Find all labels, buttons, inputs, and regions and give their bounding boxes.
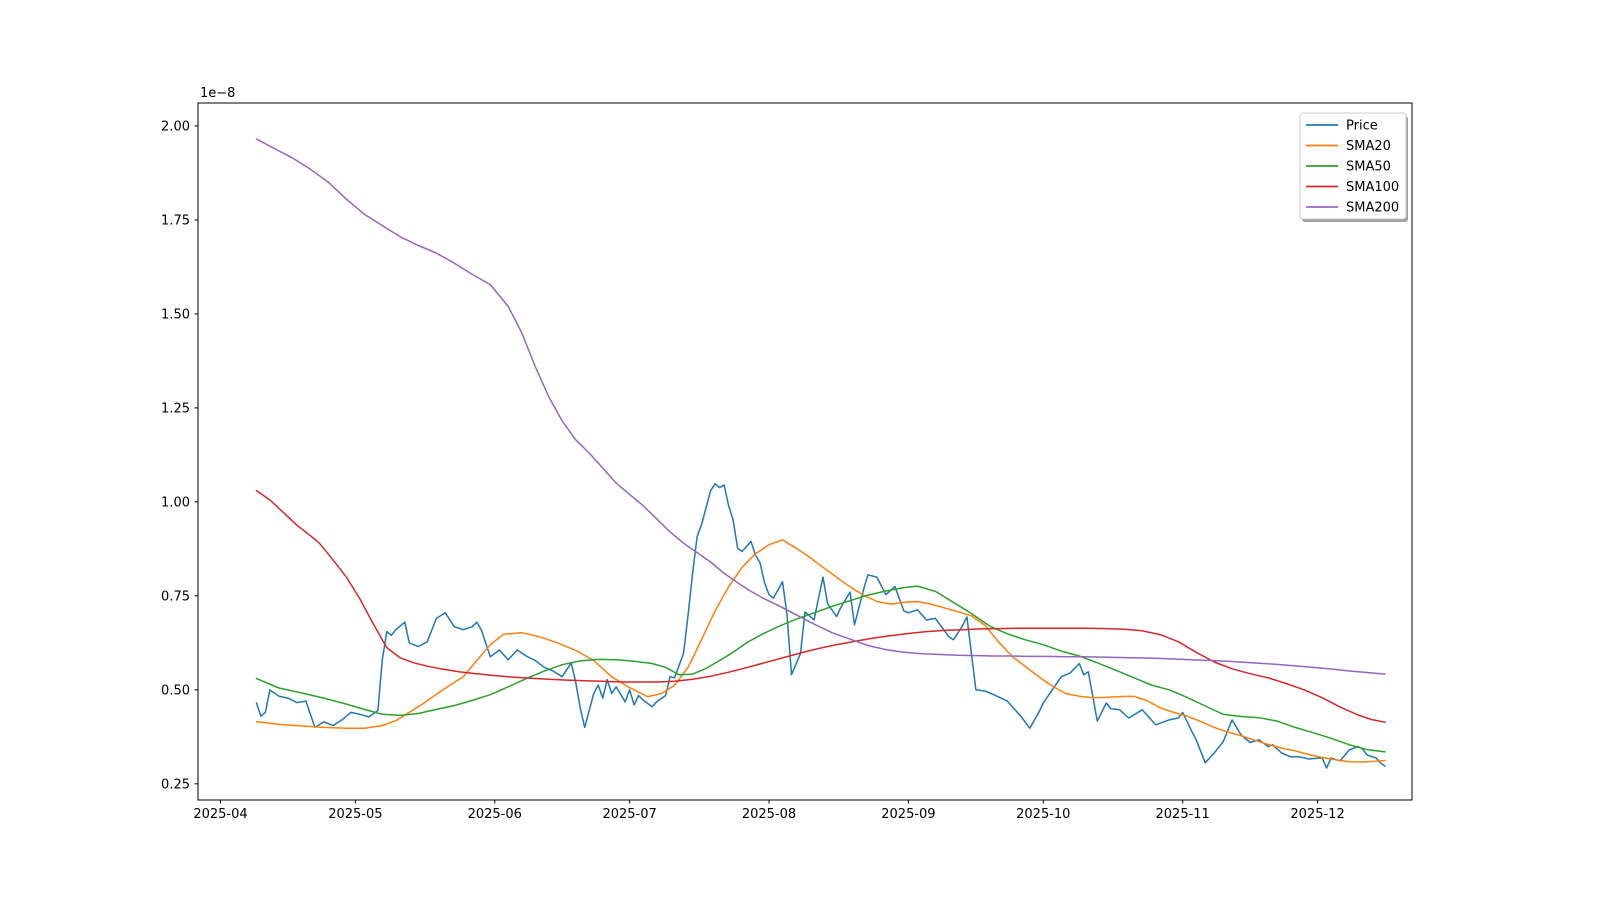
legend-label: SMA50 <box>1346 160 1391 175</box>
x-tick-label: 2025-06 <box>468 807 522 822</box>
legend-entry-sma20: SMA20 <box>1306 139 1391 154</box>
legend-label: Price <box>1346 119 1378 134</box>
legend-label: SMA20 <box>1346 139 1391 154</box>
y-tick-label: 1.50 <box>161 307 190 322</box>
legend-box <box>1299 112 1407 220</box>
y-axis-offset-label: 1e−8 <box>200 86 235 101</box>
y-axis: 0.25 0.50 0.75 1.00 1.25 1.50 1.75 2.00 <box>161 119 198 792</box>
legend-entry-sma100: SMA100 <box>1306 180 1399 195</box>
x-tick-label: 2025-07 <box>602 807 656 822</box>
series-lines <box>255 138 1386 769</box>
legend-label: SMA100 <box>1346 180 1399 195</box>
legend-label: SMA200 <box>1346 201 1399 216</box>
y-tick-label: 0.75 <box>161 589 190 604</box>
legend: Price SMA20 SMA50 SMA100 SMA200 <box>1299 112 1408 222</box>
x-tick-label: 2025-08 <box>742 807 796 822</box>
series-line-sma200 <box>255 138 1386 675</box>
y-tick-label: 1.25 <box>161 401 190 416</box>
series-line-sma100 <box>255 489 1386 723</box>
x-axis: 2025-04 2025-05 2025-06 2025-07 2025-08 2025-… <box>193 800 1345 822</box>
legend-entry-sma50: SMA50 <box>1306 160 1391 175</box>
legend-entry-price: Price <box>1306 119 1378 134</box>
x-tick-label: 2025-12 <box>1290 807 1344 822</box>
x-tick-label: 2025-10 <box>1016 807 1070 822</box>
x-tick-label: 2025-11 <box>1156 807 1210 822</box>
x-tick-label: 2025-09 <box>881 807 935 822</box>
legend-entry-sma200: SMA200 <box>1306 201 1399 216</box>
y-tick-label: 2.00 <box>161 119 190 134</box>
y-tick-label: 1.00 <box>161 495 190 510</box>
y-tick-label: 0.50 <box>161 683 190 698</box>
plot-area <box>197 102 1413 801</box>
y-tick-label: 0.25 <box>161 777 190 792</box>
series-line-sma50 <box>255 585 1386 753</box>
x-tick-label: 2025-05 <box>328 807 382 822</box>
series-line-sma20 <box>255 539 1386 763</box>
x-tick-label: 2025-04 <box>193 807 247 822</box>
y-tick-label: 1.75 <box>161 213 190 228</box>
